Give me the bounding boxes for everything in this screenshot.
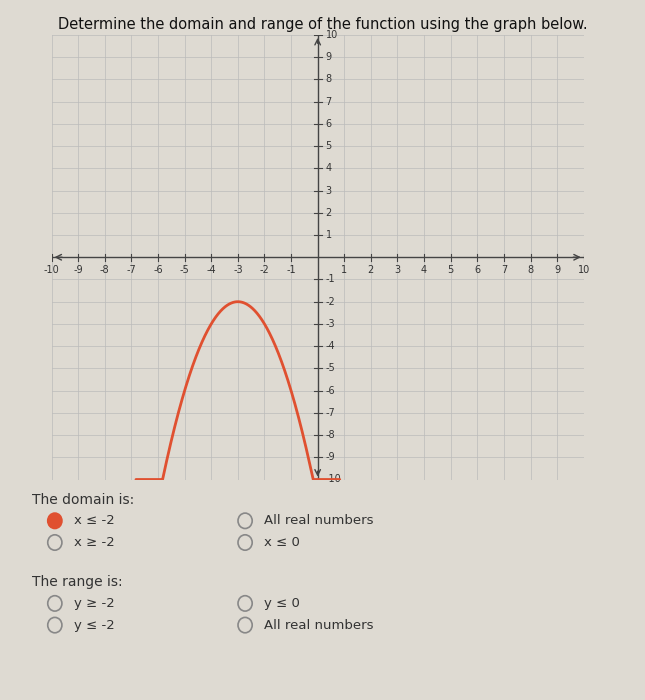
Text: 2: 2 <box>368 265 374 275</box>
Text: 7: 7 <box>326 97 332 106</box>
Text: -1: -1 <box>286 265 296 275</box>
Text: 8: 8 <box>528 265 533 275</box>
Text: All real numbers: All real numbers <box>264 619 374 631</box>
Text: 3: 3 <box>326 186 332 195</box>
Text: -5: -5 <box>180 265 190 275</box>
Text: 1: 1 <box>341 265 347 275</box>
Text: -7: -7 <box>326 408 335 418</box>
Text: 10: 10 <box>578 265 590 275</box>
Text: 4: 4 <box>326 163 332 174</box>
Text: 6: 6 <box>474 265 481 275</box>
Text: 1: 1 <box>326 230 332 240</box>
Text: -10: -10 <box>44 265 59 275</box>
Text: -3: -3 <box>233 265 243 275</box>
Text: 2: 2 <box>326 208 332 218</box>
Text: -2: -2 <box>326 297 335 307</box>
Text: -6: -6 <box>154 265 163 275</box>
Text: -2: -2 <box>259 265 270 275</box>
Text: -4: -4 <box>206 265 216 275</box>
Text: 6: 6 <box>326 119 332 129</box>
Text: -8: -8 <box>100 265 110 275</box>
Text: x ≤ -2: x ≤ -2 <box>74 514 115 527</box>
Text: y ≥ -2: y ≥ -2 <box>74 597 115 610</box>
Text: 5: 5 <box>448 265 454 275</box>
Text: Determine the domain and range of the function using the graph below.: Determine the domain and range of the fu… <box>57 18 588 32</box>
Text: 8: 8 <box>326 74 332 85</box>
Text: -7: -7 <box>126 265 136 275</box>
Text: -3: -3 <box>326 319 335 329</box>
Text: -1: -1 <box>326 274 335 284</box>
Text: x ≥ -2: x ≥ -2 <box>74 536 115 549</box>
Text: -5: -5 <box>326 363 335 373</box>
Text: 9: 9 <box>554 265 560 275</box>
Text: 5: 5 <box>326 141 332 151</box>
Text: 9: 9 <box>326 52 332 62</box>
Text: -8: -8 <box>326 430 335 440</box>
Text: 3: 3 <box>395 265 401 275</box>
Text: 4: 4 <box>421 265 427 275</box>
Text: 10: 10 <box>326 30 338 40</box>
Text: All real numbers: All real numbers <box>264 514 374 527</box>
Text: y ≤ -2: y ≤ -2 <box>74 619 115 631</box>
Text: -9: -9 <box>74 265 83 275</box>
Text: -9: -9 <box>326 452 335 462</box>
Text: -4: -4 <box>326 341 335 351</box>
Text: x ≤ 0: x ≤ 0 <box>264 536 301 549</box>
Text: y ≤ 0: y ≤ 0 <box>264 597 301 610</box>
Text: 7: 7 <box>501 265 507 275</box>
Text: -6: -6 <box>326 386 335 396</box>
Text: The range is:: The range is: <box>32 575 123 589</box>
Text: -10: -10 <box>326 475 341 484</box>
Text: The domain is:: The domain is: <box>32 494 135 508</box>
